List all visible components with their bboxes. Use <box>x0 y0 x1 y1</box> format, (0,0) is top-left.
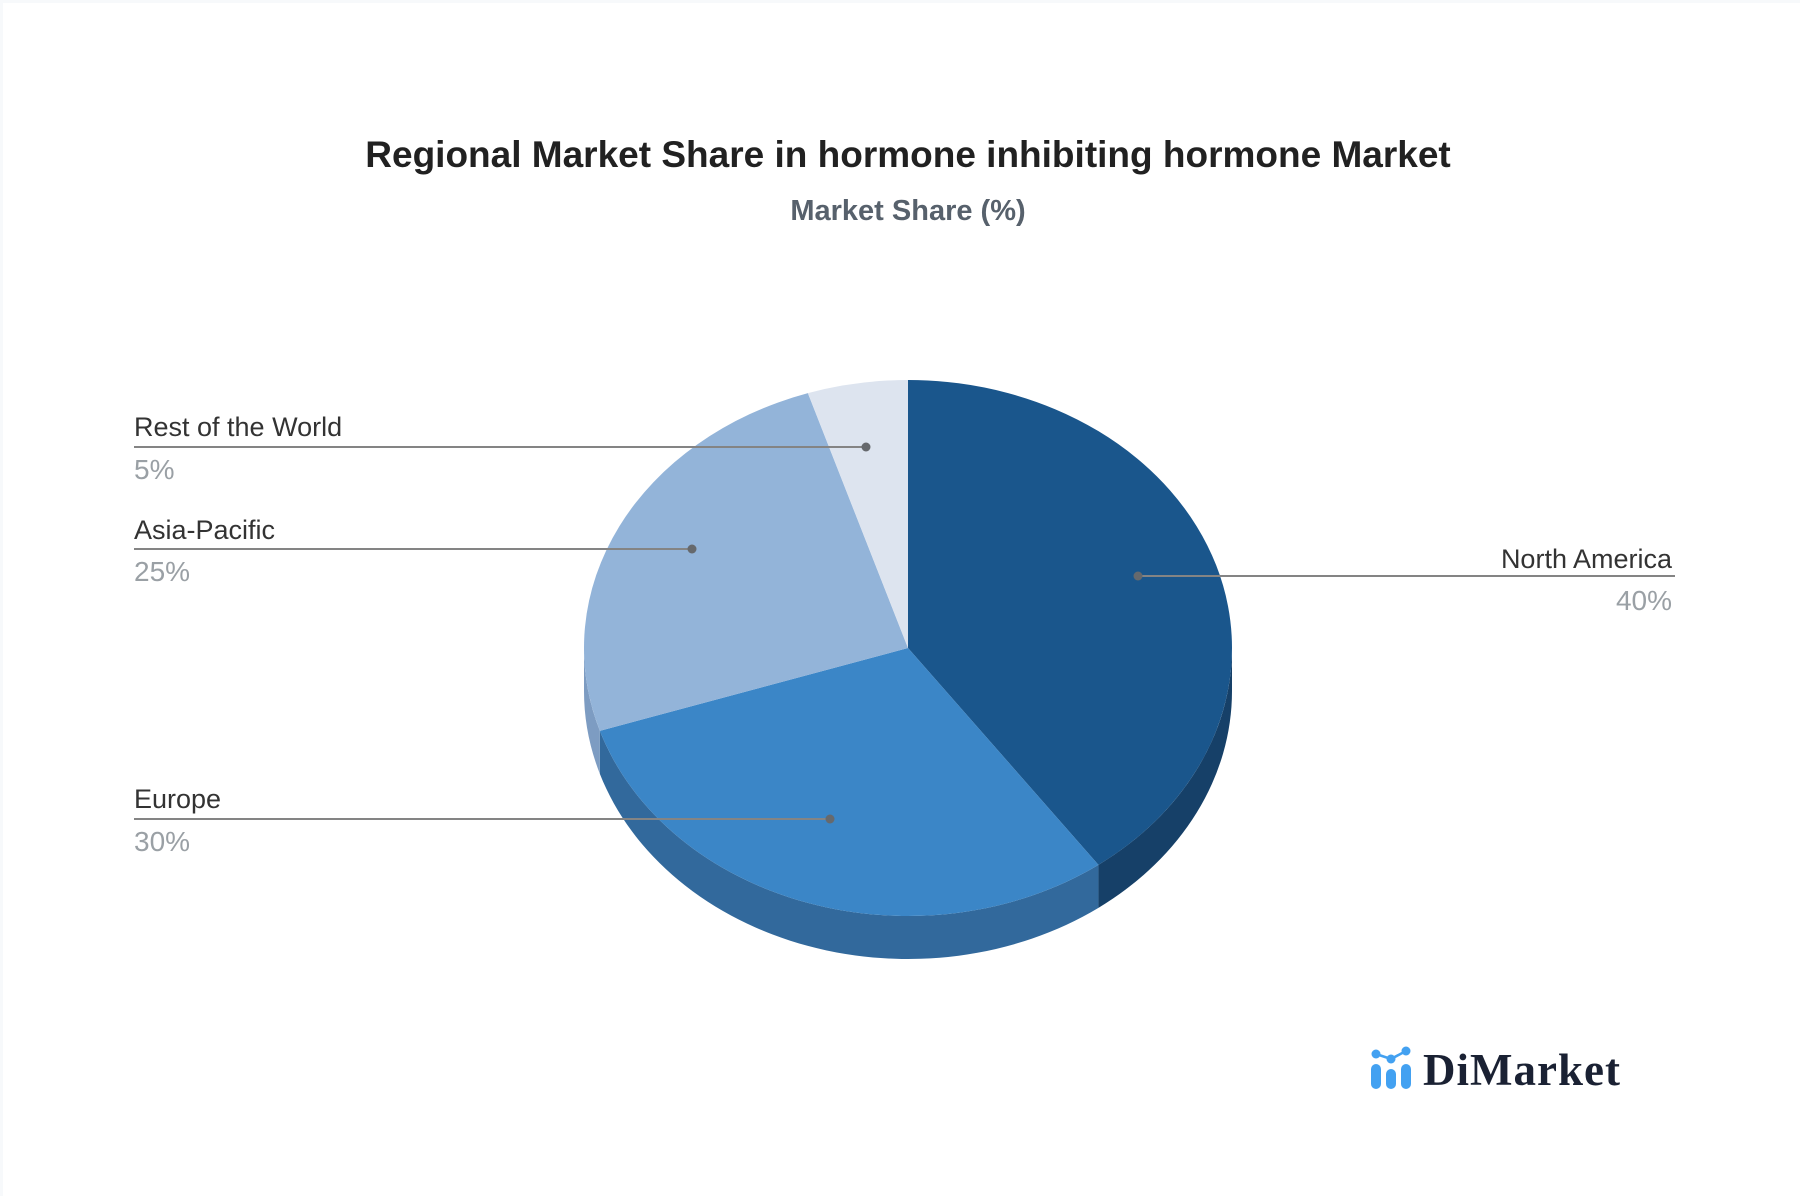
slice-percent: 30% <box>134 826 191 857</box>
slice-percent: 5% <box>134 454 175 485</box>
bar-line-chart-icon <box>1371 1046 1411 1089</box>
brand-name: DiMarket <box>1423 1045 1621 1095</box>
chart-title: Regional Market Share in hormone inhibit… <box>365 134 1451 175</box>
pie-chart <box>134 380 1675 959</box>
slice-label: Europe <box>134 784 222 814</box>
chart-subtitle: Market Share (%) <box>790 195 1026 227</box>
slice-percent: 25% <box>134 556 191 587</box>
slice-label: Rest of the World <box>134 412 343 442</box>
brand-logo: DiMarket <box>1369 1045 1621 1097</box>
slice-label: Asia-Pacific <box>134 515 276 545</box>
slice-percent: 40% <box>1615 585 1672 616</box>
slice-label: North America <box>1500 544 1672 574</box>
